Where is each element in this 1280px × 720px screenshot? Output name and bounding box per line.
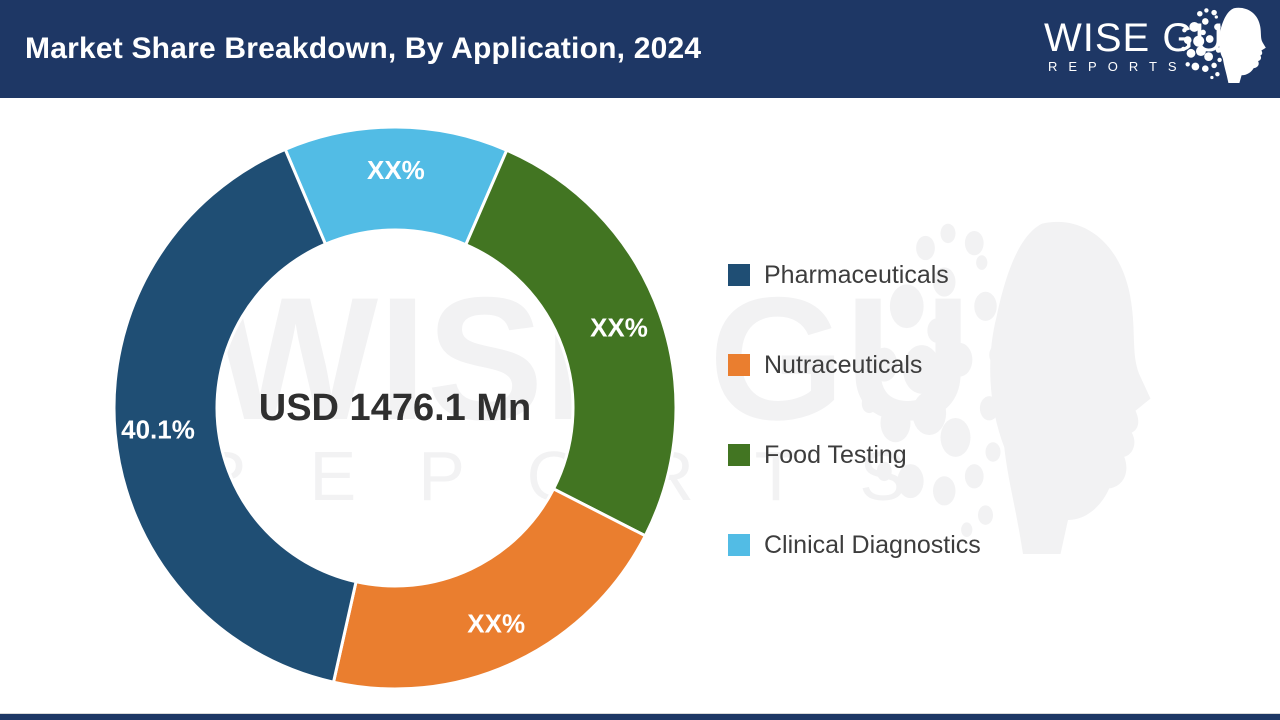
legend-swatch-clinical-diagnostics bbox=[728, 534, 750, 556]
brand-logo-subname: REPORTS bbox=[1048, 59, 1188, 74]
legend-item-food-testing: Food Testing bbox=[728, 440, 981, 469]
legend-swatch-pharmaceuticals bbox=[728, 264, 750, 286]
segment-label-pharmaceuticals: 40.1% bbox=[121, 415, 195, 445]
donut-segment-food-testing bbox=[463, 148, 678, 538]
legend-label: Clinical Diagnostics bbox=[764, 530, 981, 559]
donut-chart: XX% XX% XX% 40.1% bbox=[112, 125, 678, 691]
legend-label: Nutraceuticals bbox=[764, 350, 923, 379]
legend-label: Food Testing bbox=[764, 440, 907, 469]
legend-item-clinical-diagnostics: Clinical Diagnostics bbox=[728, 530, 981, 559]
watermark-face-icon bbox=[861, 221, 1151, 554]
legend-item-nutraceuticals: Nutraceuticals bbox=[728, 350, 981, 379]
page-title: Market Share Breakdown, By Application, … bbox=[25, 32, 702, 65]
segment-label-nutraceuticals: XX% bbox=[467, 608, 525, 638]
legend-item-pharmaceuticals: Pharmaceuticals bbox=[728, 260, 981, 289]
legend-swatch-nutraceuticals bbox=[728, 354, 750, 376]
segment-label-food-testing: XX% bbox=[590, 313, 648, 343]
chart-legend: Pharmaceuticals Nutraceuticals Food Testin… bbox=[728, 260, 981, 622]
legend-label: Pharmaceuticals bbox=[764, 260, 949, 289]
legend-swatch-food-testing bbox=[728, 444, 750, 466]
chart-center-value: USD 1476.1 Mn bbox=[258, 386, 532, 429]
brand-face-icon bbox=[1181, 7, 1266, 83]
segment-label-clinical-diagnostics: XX% bbox=[367, 155, 425, 185]
footer-bar bbox=[0, 713, 1280, 720]
header-bar: Market Share Breakdown, By Application, … bbox=[0, 0, 1280, 98]
donut-segment-nutraceuticals bbox=[331, 486, 648, 691]
donut-segment-pharmaceuticals bbox=[112, 147, 358, 684]
